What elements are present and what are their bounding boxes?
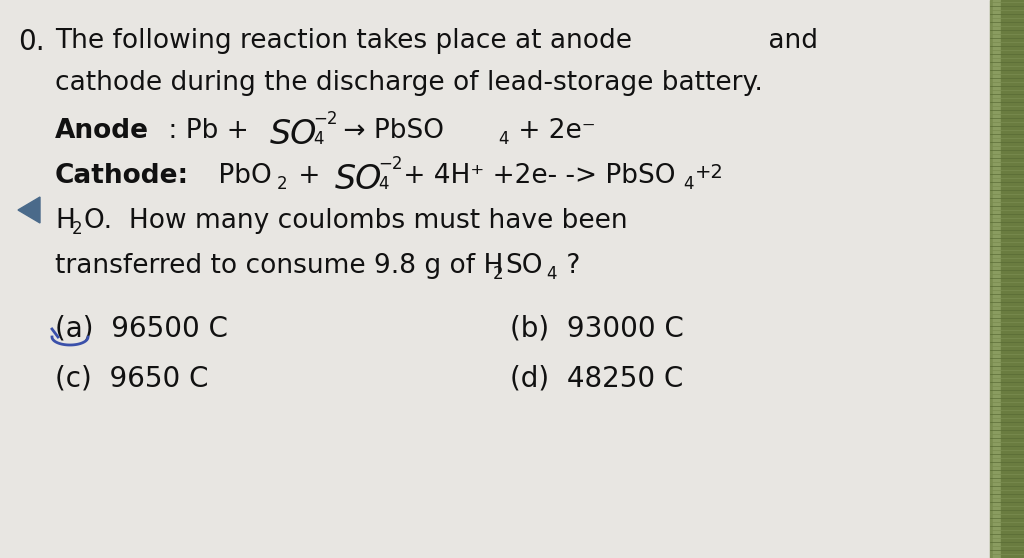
Text: 4: 4 xyxy=(378,175,388,193)
Text: 0.: 0. xyxy=(18,28,45,56)
Text: +2: +2 xyxy=(695,163,724,182)
Text: cathode during the discharge of lead-storage battery.: cathode during the discharge of lead-sto… xyxy=(55,70,763,96)
Text: PbO: PbO xyxy=(210,163,271,189)
Text: 4: 4 xyxy=(683,175,693,193)
Text: −2: −2 xyxy=(378,155,402,173)
Text: 2: 2 xyxy=(278,175,288,193)
Text: 4: 4 xyxy=(498,130,509,148)
Text: −2: −2 xyxy=(313,110,338,128)
Bar xyxy=(990,0,1024,558)
Text: and: and xyxy=(760,28,818,54)
Text: (c)  9650 C: (c) 9650 C xyxy=(55,365,209,393)
Text: O.  How many coulombs must have been: O. How many coulombs must have been xyxy=(84,208,628,234)
Text: SO: SO xyxy=(270,118,317,151)
Bar xyxy=(993,0,1001,558)
Text: + 2e⁻: + 2e⁻ xyxy=(510,118,596,144)
Text: 4: 4 xyxy=(546,265,556,283)
Text: (b)  93000 C: (b) 93000 C xyxy=(510,315,684,343)
Text: The following reaction takes place at anode: The following reaction takes place at an… xyxy=(55,28,632,54)
Text: Cathode:: Cathode: xyxy=(55,163,189,189)
Text: + 4H⁺ +2e- -> PbSO: + 4H⁺ +2e- -> PbSO xyxy=(395,163,676,189)
Text: H: H xyxy=(55,208,75,234)
Bar xyxy=(1001,0,1024,558)
Text: transferred to consume 9.8 g of H: transferred to consume 9.8 g of H xyxy=(55,253,504,279)
Text: 2: 2 xyxy=(493,265,504,283)
Polygon shape xyxy=(18,197,40,223)
Text: (a)  96500 C: (a) 96500 C xyxy=(55,315,228,343)
Text: Anode: Anode xyxy=(55,118,150,144)
Text: 4: 4 xyxy=(313,130,324,148)
Text: 2: 2 xyxy=(72,220,83,238)
Text: SO: SO xyxy=(505,253,543,279)
Text: → PbSO: → PbSO xyxy=(335,118,444,144)
Text: +: + xyxy=(290,163,329,189)
Text: (d)  48250 C: (d) 48250 C xyxy=(510,365,683,393)
Text: : Pb +: : Pb + xyxy=(160,118,257,144)
Text: ?: ? xyxy=(558,253,581,279)
Text: SO: SO xyxy=(335,163,382,196)
